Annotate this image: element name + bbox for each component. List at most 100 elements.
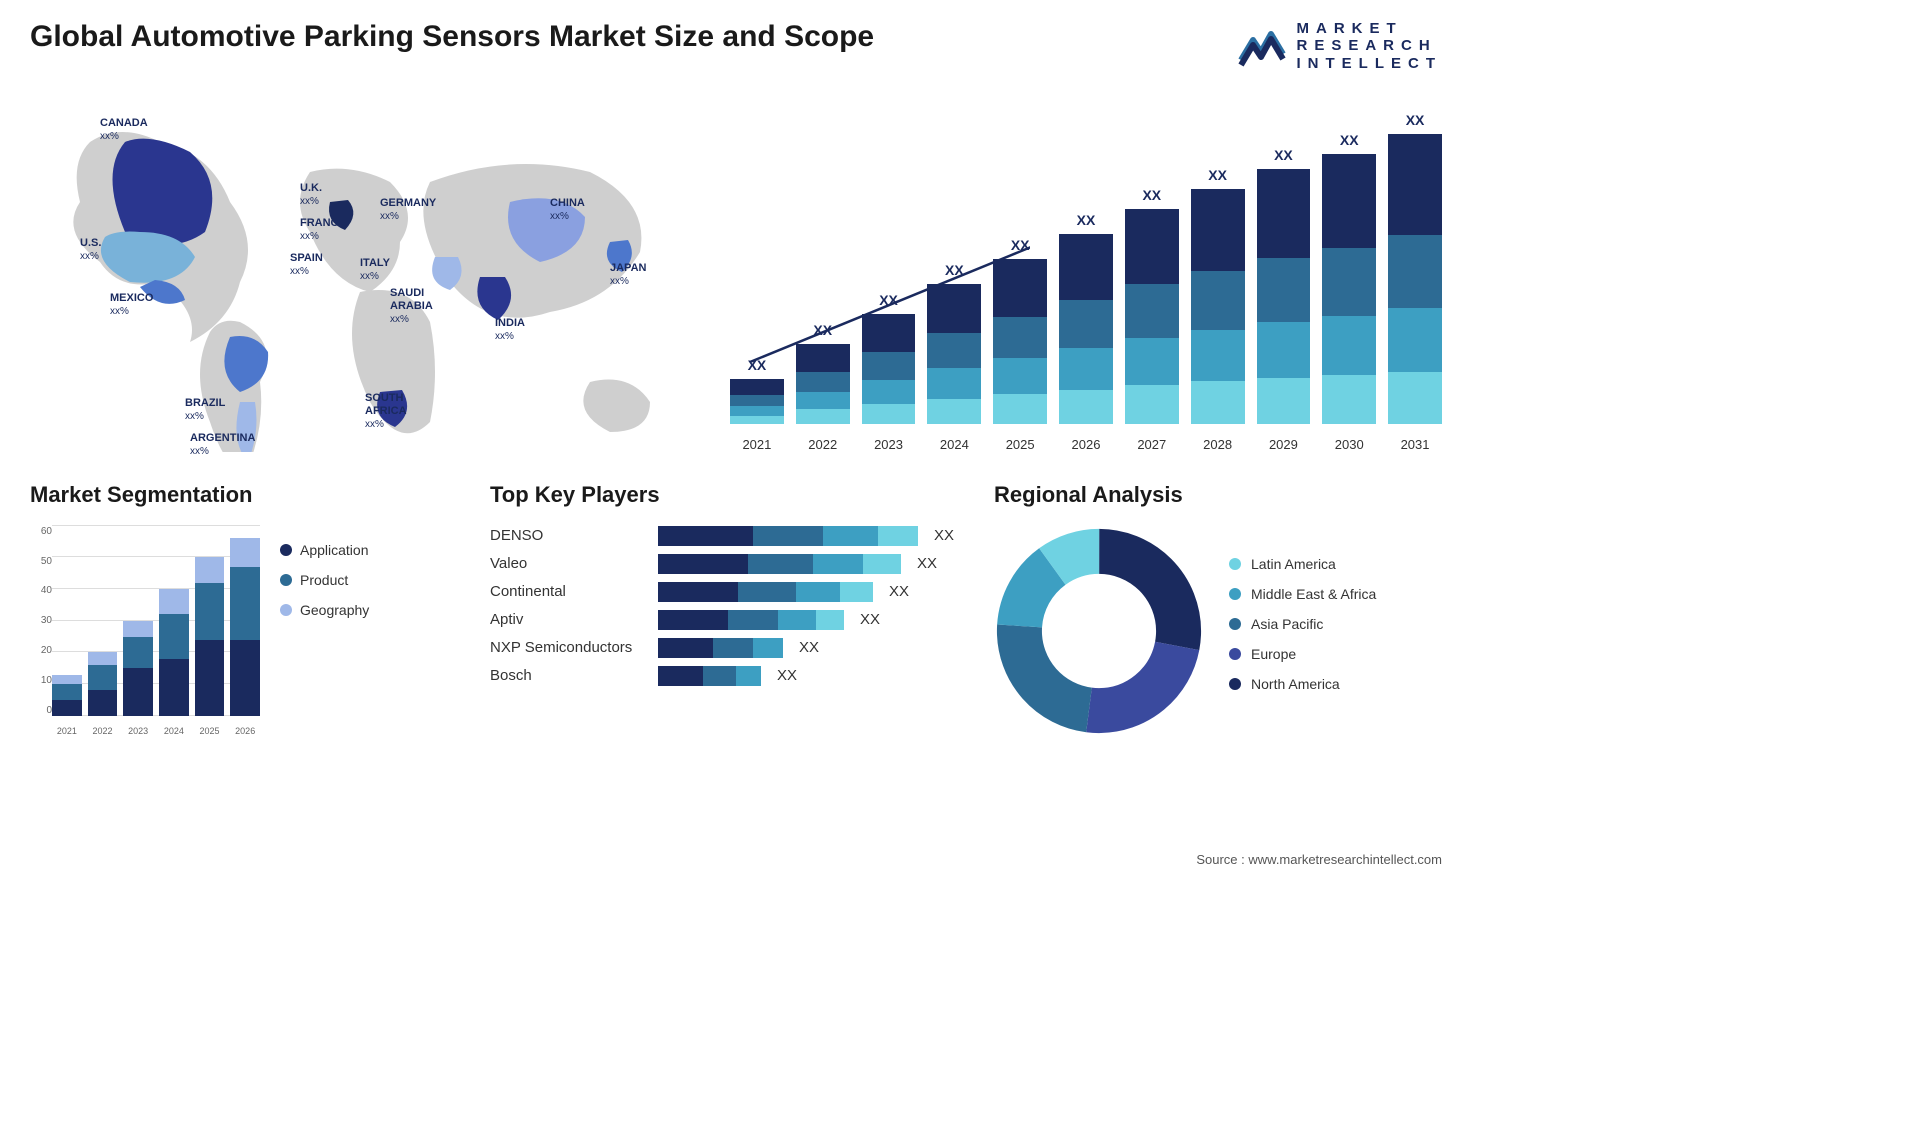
forecast-bar-label: XX — [1059, 212, 1113, 228]
seg-ytick: 10 — [41, 675, 52, 686]
seg-bar-seg — [52, 684, 82, 700]
legend-dot — [280, 604, 292, 616]
player-bar-seg — [736, 666, 761, 686]
forecast-bar-seg — [1322, 248, 1376, 316]
forecast-bar-seg — [1257, 258, 1311, 322]
forecast-bar-seg — [862, 404, 916, 424]
forecast-bar-seg — [1257, 169, 1311, 258]
forecast-bar-seg — [1388, 372, 1442, 424]
map-label-japan: JAPANxx% — [610, 262, 646, 288]
forecast-bar-seg — [1191, 189, 1245, 271]
forecast-bar-seg — [927, 368, 981, 399]
logo-line3: INTELLECT — [1297, 55, 1443, 72]
forecast-bar-seg — [730, 379, 784, 395]
forecast-bar-2029: XX — [1257, 169, 1311, 424]
map-label-china: CHINAxx% — [550, 197, 585, 223]
forecast-x-label: 2025 — [993, 437, 1047, 452]
forecast-bar-seg — [796, 409, 850, 423]
player-name: Bosch — [490, 667, 650, 684]
map-label-italy: ITALYxx% — [360, 257, 390, 283]
regional-title: Regional Analysis — [994, 482, 1442, 508]
forecast-bar-2025: XX — [993, 259, 1047, 424]
forecast-bar-seg — [927, 399, 981, 424]
map-label-spain: SPAINxx% — [290, 252, 323, 278]
legend-dot — [280, 544, 292, 556]
forecast-bar-label: XX — [927, 262, 981, 278]
forecast-bar-seg — [927, 333, 981, 368]
forecast-bar-seg — [993, 259, 1047, 317]
forecast-bar-seg — [796, 392, 850, 410]
player-bar — [658, 554, 901, 574]
players-title: Top Key Players — [490, 482, 954, 508]
forecast-bar-seg — [1257, 378, 1311, 424]
forecast-x-label: 2021 — [730, 437, 784, 452]
forecast-bar-2031: XX — [1388, 134, 1442, 424]
donut-legend-item: North America — [1229, 676, 1376, 692]
forecast-bar-2026: XX — [1059, 234, 1113, 424]
forecast-bar-2028: XX — [1191, 189, 1245, 424]
forecast-bar-seg — [1125, 209, 1179, 284]
forecast-chart: XXXXXXXXXXXXXXXXXXXXXX 20212022202320242… — [730, 82, 1442, 452]
forecast-bar-seg — [862, 314, 916, 353]
forecast-bar-2030: XX — [1322, 154, 1376, 424]
forecast-bar-seg — [862, 380, 916, 404]
legend-dot — [1229, 648, 1241, 660]
seg-bar-seg — [88, 665, 118, 690]
forecast-bar-label: XX — [1191, 167, 1245, 183]
donut-hole — [1055, 587, 1143, 675]
map-label-argentina: ARGENTINAxx% — [190, 432, 255, 458]
forecast-bar-seg — [796, 344, 850, 372]
map-label-saudiarabia: SAUDIARABIAxx% — [390, 287, 433, 327]
donut-legend-item: Europe — [1229, 646, 1376, 662]
forecast-bar-seg — [1191, 330, 1245, 382]
forecast-bar-seg — [1388, 235, 1442, 308]
map-label-mexico: MEXICOxx% — [110, 292, 153, 318]
seg-bar-seg — [123, 621, 153, 637]
map-label-brazil: BRAZILxx% — [185, 397, 225, 423]
legend-label: Latin America — [1251, 556, 1336, 572]
seg-bar-2024 — [159, 589, 189, 716]
segmentation-panel: Market Segmentation 6050403020100 202120… — [30, 482, 450, 736]
legend-label: Geography — [300, 602, 369, 618]
player-name: NXP Semiconductors — [490, 639, 650, 656]
world-map: CANADAxx%U.S.xx%MEXICOxx%BRAZILxx%ARGENT… — [30, 82, 700, 452]
forecast-bar-label: XX — [1257, 147, 1311, 163]
forecast-bar-2023: XX — [862, 314, 916, 424]
seg-bar-2026 — [230, 538, 260, 715]
seg-x-label: 2024 — [159, 726, 189, 736]
player-bar — [658, 582, 873, 602]
seg-x-label: 2021 — [52, 726, 82, 736]
seg-bar-seg — [159, 659, 189, 716]
seg-bar-seg — [195, 583, 225, 640]
player-bar-seg — [658, 638, 713, 658]
player-bar-seg — [823, 526, 878, 546]
forecast-bar-label: XX — [862, 292, 916, 308]
legend-label: Product — [300, 572, 348, 588]
player-name: Valeo — [490, 555, 650, 572]
player-name: Continental — [490, 583, 650, 600]
seg-ytick: 60 — [41, 526, 52, 537]
forecast-bar-label: XX — [1388, 112, 1442, 128]
player-bar — [658, 638, 783, 658]
player-bar-seg — [738, 582, 796, 602]
segmentation-legend: ApplicationProductGeography — [280, 542, 369, 632]
forecast-bar-2021: XX — [730, 379, 784, 424]
donut-legend-item: Asia Pacific — [1229, 616, 1376, 632]
forecast-x-label: 2028 — [1191, 437, 1245, 452]
seg-bar-seg — [88, 652, 118, 665]
legend-dot — [1229, 618, 1241, 630]
player-value: XX — [889, 583, 909, 600]
player-bar-seg — [778, 610, 816, 630]
forecast-x-label: 2026 — [1059, 437, 1113, 452]
forecast-x-label: 2023 — [862, 437, 916, 452]
legend-dot — [280, 574, 292, 586]
player-bar-seg — [813, 554, 863, 574]
player-value: XX — [777, 667, 797, 684]
seg-bar-seg — [123, 637, 153, 669]
forecast-bar-2027: XX — [1125, 209, 1179, 424]
forecast-bar-label: XX — [993, 237, 1047, 253]
forecast-bar-seg — [1125, 284, 1179, 338]
seg-x-label: 2025 — [195, 726, 225, 736]
forecast-bar-seg — [730, 406, 784, 416]
forecast-bar-seg — [927, 284, 981, 333]
